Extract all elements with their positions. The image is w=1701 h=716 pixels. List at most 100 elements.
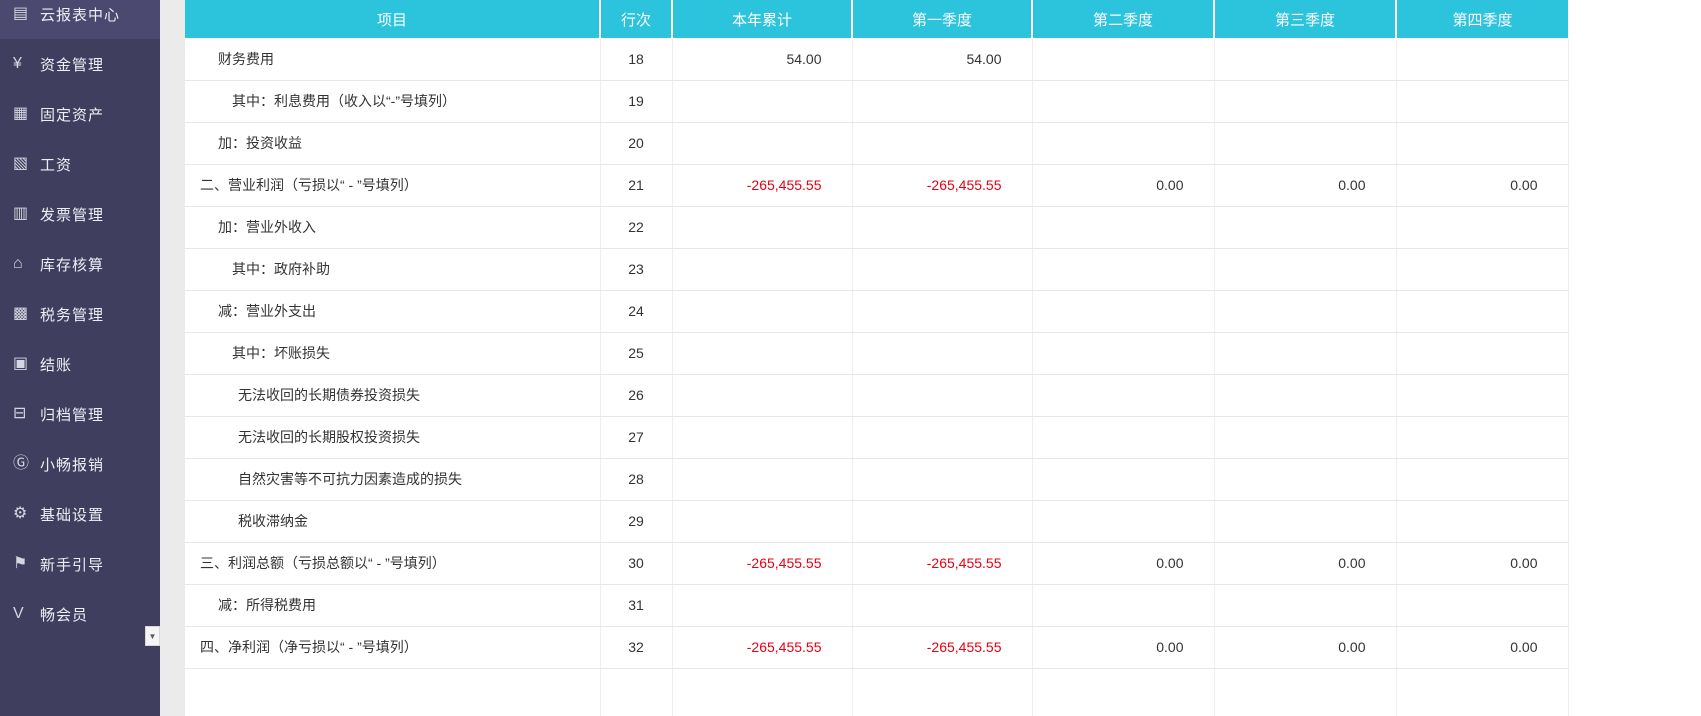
table-row: 无法收回的长期股权投资损失 27 [185,416,1569,459]
main-content: 项目 行次 本年累计 第一季度 第二季度 第三季度 第四季度 财务费用 18 54.00 54.0… [160,0,1701,716]
sidebar-item-archive-management[interactable]: ⊟ 归档管理 [0,389,160,439]
cell-value: 0.00 [1032,164,1215,207]
cell-value [1396,584,1569,627]
cell-line-number: 26 [600,374,673,417]
cell-value [1214,416,1397,459]
cell-value [1396,500,1569,543]
cell-line-number: 27 [600,416,673,459]
sidebar: ▤ 云报表中心 ¥ 资金管理 ▦ 固定资产 ▧ 工资 ▥ 发票管理 ⌂ 库存核算 ▩ 税务管理 ▣ 结账 ⊟ 归档… [0,0,160,716]
cell-item: 三、利润总额（亏损总额以“ - ”号填列） [185,542,601,585]
cell-empty [600,668,673,716]
cell-line-number: 31 [600,584,673,627]
sidebar-item-label: 云报表中心 [40,6,121,24]
cell-value [1032,80,1215,123]
cell-item: 无法收回的长期股权投资损失 [185,416,601,459]
cell-value [672,584,853,627]
profit-statement-table: 项目 行次 本年累计 第一季度 第二季度 第三季度 第四季度 财务费用 18 54.00 54.0… [185,0,1569,716]
cell-value [672,416,853,459]
cell-value [672,290,853,333]
cell-item: 其中：利息费用（收入以“-”号填列） [185,80,601,123]
sidebar-item-inventory-accounting[interactable]: ⌂ 库存核算 [0,239,160,289]
cell-value [1396,248,1569,291]
sidebar-item-xiaochang-expense[interactable]: Ⓖ 小畅报销 [0,439,160,489]
checkout-icon: ▣ [13,355,29,372]
cell-empty [185,668,601,716]
cell-value [852,122,1033,165]
sidebar-item-beginner-guide[interactable]: ⚑ 新手引导 [0,539,160,589]
table-row: 减：所得税费用 31 [185,584,1569,627]
cell-line-number: 23 [600,248,673,291]
cell-value: 0.00 [1214,542,1397,585]
cell-item: 税收滞纳金 [185,500,601,543]
cell-value [1214,80,1397,123]
cell-value [1396,122,1569,165]
cell-value: 0.00 [1032,542,1215,585]
sidebar-item-label: 小畅报销 [40,456,105,474]
cell-value [1214,290,1397,333]
sidebar-item-label: 库存核算 [40,256,105,274]
reimburse-icon: Ⓖ [13,455,30,472]
cell-line-number: 19 [600,80,673,123]
cell-value [1396,374,1569,417]
sidebar-item-cloud-report-center[interactable]: ▤ 云报表中心 [0,0,160,39]
cell-empty [672,668,853,716]
cell-line-number: 28 [600,458,673,501]
sidebar-item-basic-settings[interactable]: ⚙ 基础设置 [0,489,160,539]
sidebar-scroll-down-button[interactable]: ▼ [145,626,160,646]
cell-value: -265,455.55 [672,164,853,207]
table-row: 其中：利息费用（收入以“-”号填列） 19 [185,80,1569,123]
cell-item: 加：营业外收入 [185,206,601,249]
cell-value [1396,290,1569,333]
cell-value: 0.00 [1396,626,1569,669]
table-row: 四、净利润（净亏损以“ - ”号填列） 32 -265,455.55 -265,455… [185,626,1569,669]
cell-value [1396,332,1569,375]
cell-value [1032,122,1215,165]
cell-value [852,80,1033,123]
cell-value [1032,374,1215,417]
cell-value [1396,416,1569,459]
cell-empty [1032,668,1215,716]
gear-icon: ⚙ [13,505,28,522]
cell-line-number: 18 [600,38,673,81]
sidebar-item-label: 资金管理 [40,56,105,74]
cell-line-number: 30 [600,542,673,585]
sidebar-item-label: 新手引导 [40,556,105,574]
sidebar-item-invoice-management[interactable]: ▥ 发票管理 [0,189,160,239]
table-row: 三、利润总额（亏损总额以“ - ”号填列） 30 -265,455.55 -265,4… [185,542,1569,585]
cell-value: 54.00 [852,38,1033,81]
sidebar-item-label: 结账 [40,356,73,374]
table-row: 无法收回的长期债券投资损失 26 [185,374,1569,417]
cell-line-number: 20 [600,122,673,165]
sidebar-item-closing[interactable]: ▣ 结账 [0,339,160,389]
cell-value [852,374,1033,417]
cell-value [852,500,1033,543]
cell-value [852,584,1033,627]
sidebar-item-salary[interactable]: ▧ 工资 [0,139,160,189]
invoice-icon: ▥ [13,205,29,222]
sidebar-item-label: 固定资产 [40,106,105,124]
table-row: 自然灾害等不可抗力因素造成的损失 28 [185,458,1569,501]
table-header-row: 项目 行次 本年累计 第一季度 第二季度 第三季度 第四季度 [185,0,1568,38]
flag-icon: ⚑ [13,555,28,572]
cell-value [852,416,1033,459]
table-row: 二、营业利润（亏损以“ - ”号填列） 21 -265,455.55 -265,455… [185,164,1569,207]
cell-value [852,458,1033,501]
payroll-icon: ▧ [13,155,29,172]
cell-value [1214,584,1397,627]
cell-item: 无法收回的长期债券投资损失 [185,374,601,417]
cell-value [1214,500,1397,543]
report-panel: 项目 行次 本年累计 第一季度 第二季度 第三季度 第四季度 财务费用 18 54.00 54.0… [185,0,1701,716]
cell-empty [852,668,1033,716]
table-row: 减：营业外支出 24 [185,290,1569,333]
sidebar-item-chang-member[interactable]: V 畅会员 [0,589,160,639]
building-icon: ▦ [13,105,29,122]
sidebar-menu: ▤ 云报表中心 ¥ 资金管理 ▦ 固定资产 ▧ 工资 ▥ 发票管理 ⌂ 库存核算 ▩ 税务管理 ▣ 结账 ⊟ 归档… [0,0,160,639]
cell-value [1396,206,1569,249]
sidebar-item-fund-management[interactable]: ¥ 资金管理 [0,39,160,89]
cell-value: 0.00 [1032,626,1215,669]
sidebar-item-fixed-assets[interactable]: ▦ 固定资产 [0,89,160,139]
sidebar-item-tax-management[interactable]: ▩ 税务管理 [0,289,160,339]
table-row: 加：营业外收入 22 [185,206,1569,249]
cell-item: 加：投资收益 [185,122,601,165]
column-header-4: 第二季度 [1032,0,1215,38]
